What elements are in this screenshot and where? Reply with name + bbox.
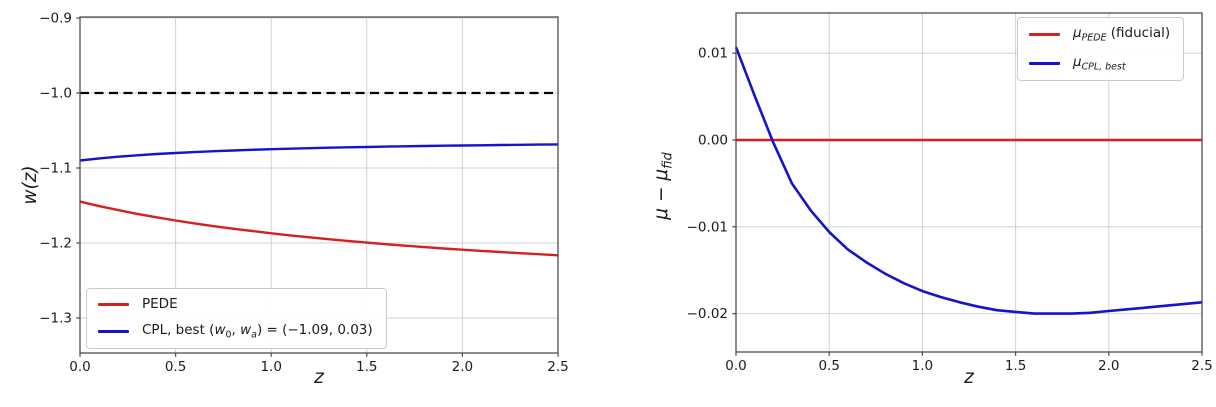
left-chart-svg: 0.0 0.5 1.0 1.5 2.0 2.5 −0.9 −1.0 −1.1 −1.2 −1.3 — [39, 10, 569, 375]
right-xaxis-label: z — [964, 367, 974, 388]
x-tick-label: 1.0 — [912, 358, 933, 374]
x-tick-label: 2.0 — [1098, 358, 1119, 374]
y-tick-label: −1.3 — [39, 310, 72, 326]
x-tick-label: 2.5 — [1191, 358, 1212, 374]
legend-entry-mu-cpl-best: μCPL, best — [1029, 54, 1170, 74]
x-tick-label: 0.0 — [725, 358, 746, 374]
mu-cpl-best-line — [735, 46, 1203, 315]
x-tick-label: 0.5 — [165, 359, 186, 375]
y-tick-label: 0.00 — [698, 133, 728, 149]
left-yaxis-label: w(z) — [20, 165, 41, 205]
y-tick-label: 0.01 — [698, 46, 728, 62]
axes-frame — [79, 16, 559, 354]
x-tick-label: 1.5 — [356, 359, 377, 375]
mu-cpl-best-legend-line — [1029, 61, 1060, 65]
y-tick-label: −0.9 — [39, 10, 72, 26]
cpl-best-legend-line — [98, 330, 129, 334]
x-tick-label: 2.0 — [452, 359, 473, 375]
right-yaxis-label: μ − μfid — [651, 152, 676, 220]
y-tick-label: −1.2 — [39, 235, 72, 251]
legend-entry-mu-pede-fiducial: μPEDE (fiducial) — [1029, 25, 1170, 45]
x-tick-label: 0.0 — [69, 359, 90, 375]
left-legend: PEDE CPL, best (w0, wa) = (−1.09, 0.03) — [86, 288, 387, 350]
x-tick-label: 1.0 — [260, 359, 281, 375]
mu-cpl-best-legend-label: μCPL, best — [1073, 53, 1126, 73]
legend-entry-cpl-best: CPL, best (w0, wa) = (−1.09, 0.03) — [98, 322, 373, 342]
mu-pede-fiducial-legend-label: μPEDE (fiducial) — [1073, 25, 1171, 44]
x-tick-label: 2.5 — [547, 359, 568, 375]
y-tick-label: −1.0 — [39, 85, 72, 101]
y-tick-label: −1.1 — [39, 160, 72, 176]
pede-legend-line — [98, 302, 129, 306]
pede-legend-label: PEDE — [142, 296, 178, 312]
y-tick-label: −0.02 — [687, 306, 728, 322]
pede-line — [79, 200, 559, 257]
mu-pede-fiducial-legend-line — [1029, 33, 1060, 37]
cpl-best-line — [79, 143, 559, 162]
cpl-best-legend-label: CPL, best (w0, wa) = (−1.09, 0.03) — [142, 321, 373, 341]
left-chart-panel: 0.0 0.5 1.0 1.5 2.0 2.5 −0.9 −1.0 −1.1 −1.2 −1.3 z… — [20, 10, 569, 388]
legend-entry-pede: PEDE — [98, 296, 373, 313]
x-tick-label: 1.5 — [1005, 358, 1026, 374]
right-chart-svg: 0.0 0.5 1.0 1.5 2.0 2.5 0.01 0.00 −0.01 −0.02 — [687, 12, 1213, 374]
right-chart-panel: 0.0 0.5 1.0 1.5 2.0 2.5 0.01 0.00 −0.01 −0.02 z μ… — [608, 0, 1216, 407]
axes-frame — [735, 12, 1203, 353]
x-tick-label: 0.5 — [818, 358, 839, 374]
right-legend: μPEDE (fiducial) μCPL, best — [1017, 17, 1185, 81]
left-xaxis-label: z — [314, 367, 324, 388]
y-tick-label: −0.01 — [687, 219, 728, 235]
